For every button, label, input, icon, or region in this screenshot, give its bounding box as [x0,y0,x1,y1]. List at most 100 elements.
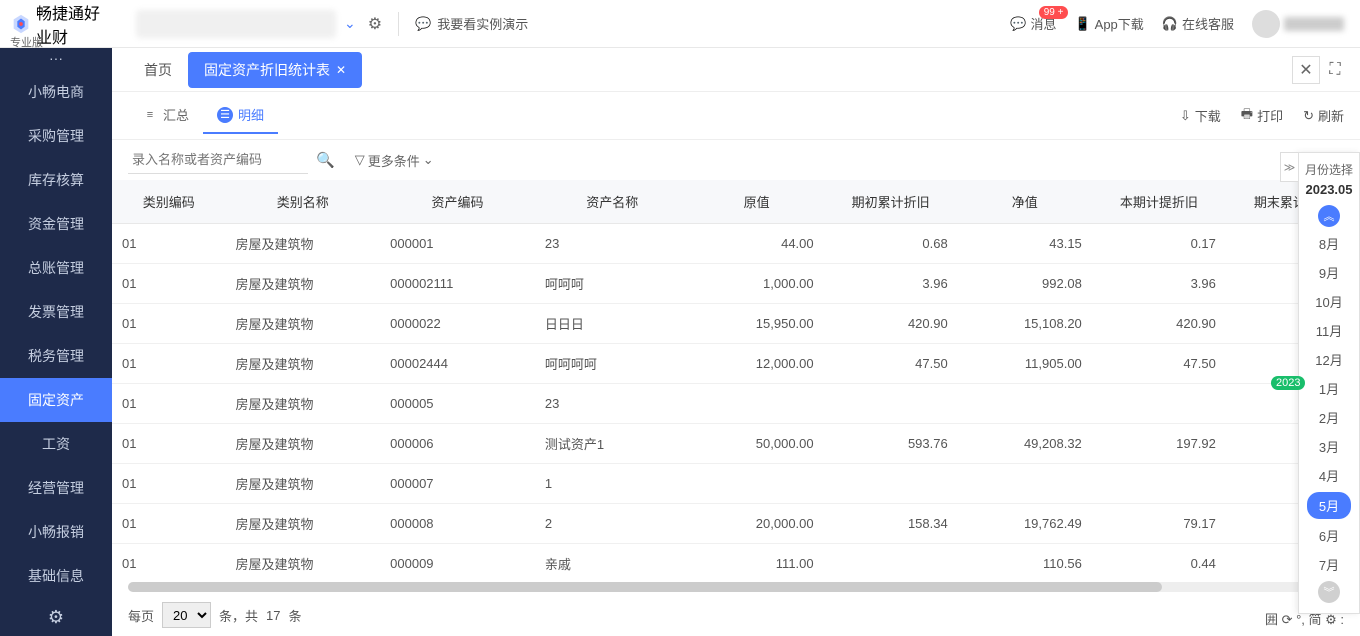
month-item[interactable]: 6月 [1299,521,1359,550]
table-cell: 01 [112,544,225,581]
sidebar-item[interactable]: 总账管理 [0,246,112,290]
messages-button[interactable]: 💬 消息 99 + [1010,14,1056,33]
table-cell [1092,384,1226,424]
table-cell: 20,000.00 [690,504,824,544]
per-page-select[interactable]: 20 [162,602,211,628]
month-panel-handle[interactable]: ≫ [1280,152,1298,182]
table-header: 资产编码 [380,180,535,224]
table-cell: 593.76 [824,424,958,464]
table-cell: 01 [112,224,225,264]
month-item[interactable]: 1月2023 [1299,374,1359,403]
sidebar-item-truncated[interactable]: ··· [0,48,112,70]
sidebar-item[interactable]: 采购管理 [0,114,112,158]
app-download-button[interactable]: 📱 App下载 [1074,14,1143,33]
scrollbar-thumb[interactable] [128,582,1162,592]
search-input[interactable] [128,146,308,174]
month-item[interactable]: 7月 [1299,550,1359,579]
table-cell: 1 [535,464,690,504]
sidebar-item[interactable]: 基础信息 [0,554,112,598]
table-row[interactable]: 01房屋及建筑物00000523 [112,384,1360,424]
sidebar-item[interactable]: 固定资产 [0,378,112,422]
list-icon: ☰ [217,107,233,123]
table-row[interactable]: 01房屋及建筑物000006测试资产150,000.00593.7649,208… [112,424,1360,464]
search-icon[interactable]: 🔍 [316,151,335,169]
sidebar-item[interactable]: 工资 [0,422,112,466]
table-cell: 测试资产1 [535,424,690,464]
expand-icon[interactable]: ⛶ [1326,56,1344,84]
table-header: 本期计提折旧 [1092,180,1226,224]
sidebar-item[interactable]: 经营管理 [0,466,112,510]
refresh-button[interactable]: ↻ 刷新 [1303,105,1344,127]
table-cell: 3.96 [824,264,958,304]
view-tab-detail[interactable]: ☰ 明细 [203,97,278,134]
close-all-button[interactable]: ✕ [1292,56,1320,84]
year-tag: 2023 [1271,376,1305,390]
table-cell: 房屋及建筑物 [225,224,380,264]
sidebar-item[interactable]: 小畅报销 [0,510,112,554]
divider [398,12,399,36]
download-button[interactable]: ⇩ 下载 [1180,105,1221,127]
table-cell: 420.90 [824,304,958,344]
view-tab-summary[interactable]: ≡ 汇总 [128,97,203,134]
sidebar-item[interactable]: 库存核算 [0,158,112,202]
month-item[interactable]: 12月 [1299,345,1359,374]
table-cell: 0000022 [380,304,535,344]
table-row[interactable]: 01房屋及建筑物000002111呵呵呵1,000.003.96992.083.… [112,264,1360,304]
sidebar-item[interactable]: 资金管理 [0,202,112,246]
avatar [1252,10,1280,38]
table-row[interactable]: 01房屋及建筑物0000012344.000.6843.150.170. [112,224,1360,264]
month-item[interactable]: 10月 [1299,287,1359,316]
close-icon[interactable]: ✕ [336,63,346,77]
online-service-button[interactable]: 🎧 在线客服 [1162,14,1234,33]
month-item[interactable]: 3月 [1299,432,1359,461]
chevron-down-icon[interactable]: ⌄ [344,15,356,32]
sidebar-item[interactable]: 小畅电商 [0,70,112,114]
table-cell: 房屋及建筑物 [225,464,380,504]
month-panel-title: 月份选择 [1299,159,1359,180]
demo-link[interactable]: 💬 我要看实例演示 [415,14,528,33]
month-item[interactable]: 9月 [1299,258,1359,287]
table-cell [824,384,958,424]
more-filter-button[interactable]: ▽ 更多条件 ⌄ [355,151,434,170]
user-menu[interactable] [1252,10,1344,38]
table-row[interactable]: 01房屋及建筑物000009亲戚111.00110.560.440. [112,544,1360,581]
table-header: 类别编码 [112,180,225,224]
headset-icon: 🎧 [1162,16,1178,32]
tab-home[interactable]: 首页 [128,52,188,88]
month-item[interactable]: 2月 [1299,403,1359,432]
table-cell: 房屋及建筑物 [225,264,380,304]
month-item[interactable]: 8月 [1299,229,1359,258]
table-cell: 12,000.00 [690,344,824,384]
table-row[interactable]: 01房屋及建筑物0000022日日日15,950.00420.9015,108.… [112,304,1360,344]
table-cell [958,384,1092,424]
table-cell [824,544,958,581]
table-cell: 110.56 [958,544,1092,581]
sidebar-item[interactable]: 税务管理 [0,334,112,378]
table-cell: 000001 [380,224,535,264]
table-cell: 房屋及建筑物 [225,304,380,344]
month-item[interactable]: 5月 [1307,492,1351,519]
table-cell: 2 [535,504,690,544]
month-up-button[interactable]: ︽ [1318,205,1340,227]
gear-icon[interactable]: ⚙ [368,14,382,34]
table-row[interactable]: 01房屋及建筑物000008220,000.00158.3419,762.497… [112,504,1360,544]
month-item[interactable]: 4月 [1299,461,1359,490]
table-cell: 000005 [380,384,535,424]
logo-icon [10,12,32,36]
table-row[interactable]: 01房屋及建筑物00002444呵呵呵呵12,000.0047.5011,905… [112,344,1360,384]
table-cell: 992.08 [958,264,1092,304]
company-selector[interactable] [136,10,336,38]
table-row[interactable]: 01房屋及建筑物0000071 [112,464,1360,504]
month-item[interactable]: 11月 [1299,316,1359,345]
username [1284,17,1344,31]
print-button[interactable]: 🖶 打印 [1241,105,1283,127]
sidebar-item[interactable]: 发票管理 [0,290,112,334]
download-icon: ⇩ [1180,108,1191,124]
sidebar-settings-icon[interactable]: ⚙ [0,607,112,628]
month-down-button[interactable]: ︾ [1318,581,1340,603]
table-cell: 呵呵呵 [535,264,690,304]
refresh-icon: ↻ [1303,108,1314,124]
table-cell: 43.15 [958,224,1092,264]
tab-report[interactable]: 固定资产折旧统计表 ✕ [188,52,362,88]
horizontal-scrollbar[interactable] [128,582,1344,592]
